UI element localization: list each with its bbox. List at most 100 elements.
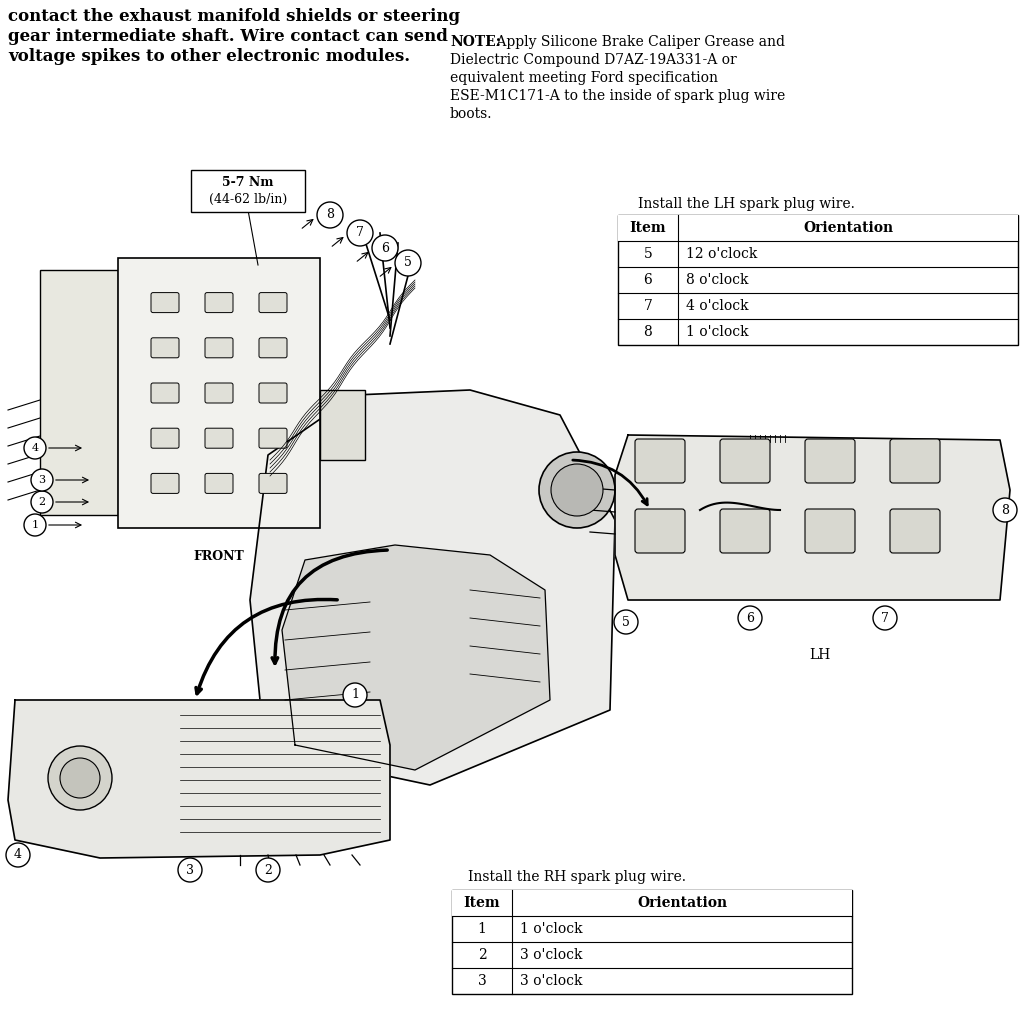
FancyBboxPatch shape — [205, 293, 233, 312]
Circle shape — [993, 498, 1017, 522]
FancyBboxPatch shape — [205, 338, 233, 357]
FancyBboxPatch shape — [151, 428, 179, 449]
Text: 6: 6 — [746, 611, 754, 625]
Circle shape — [24, 437, 46, 459]
Text: contact the exhaust manifold shields or steering: contact the exhaust manifold shields or … — [8, 8, 460, 25]
Text: 1 o'clock: 1 o'clock — [686, 325, 749, 339]
Text: 8: 8 — [326, 209, 334, 221]
FancyBboxPatch shape — [805, 439, 855, 483]
Circle shape — [395, 250, 421, 276]
Circle shape — [48, 746, 112, 810]
FancyBboxPatch shape — [259, 428, 287, 449]
Text: 3 o'clock: 3 o'clock — [520, 974, 583, 988]
Text: 7: 7 — [643, 299, 652, 313]
FancyBboxPatch shape — [635, 509, 685, 553]
Text: 8 o'clock: 8 o'clock — [686, 273, 749, 287]
Text: 1: 1 — [477, 922, 486, 936]
FancyBboxPatch shape — [259, 293, 287, 312]
Circle shape — [6, 843, 30, 867]
FancyBboxPatch shape — [151, 293, 179, 312]
Circle shape — [347, 220, 373, 246]
Circle shape — [24, 514, 46, 536]
Text: 3: 3 — [477, 974, 486, 988]
Text: 2: 2 — [264, 863, 272, 877]
Text: 6: 6 — [381, 242, 389, 255]
Circle shape — [60, 758, 100, 798]
FancyBboxPatch shape — [205, 473, 233, 494]
Text: 8: 8 — [644, 325, 652, 339]
Bar — [319, 390, 365, 460]
Text: 3 o'clock: 3 o'clock — [520, 948, 583, 962]
Text: Orientation: Orientation — [637, 896, 727, 910]
Circle shape — [31, 469, 53, 490]
FancyBboxPatch shape — [151, 383, 179, 403]
Circle shape — [539, 452, 615, 528]
FancyBboxPatch shape — [635, 439, 685, 483]
FancyBboxPatch shape — [259, 338, 287, 357]
Text: 5-7 Nm: 5-7 Nm — [222, 176, 273, 189]
Circle shape — [343, 683, 367, 707]
FancyBboxPatch shape — [191, 170, 305, 212]
Text: Item: Item — [630, 221, 667, 234]
FancyBboxPatch shape — [890, 439, 940, 483]
Circle shape — [317, 202, 343, 228]
Bar — [618, 215, 1018, 241]
Text: 7: 7 — [881, 611, 889, 625]
Text: voltage spikes to other electronic modules.: voltage spikes to other electronic modul… — [8, 48, 411, 65]
Text: FRONT: FRONT — [194, 550, 245, 563]
Text: 1: 1 — [351, 688, 359, 701]
FancyBboxPatch shape — [890, 509, 940, 553]
Text: 4: 4 — [14, 849, 22, 861]
Text: Install the RH spark plug wire.: Install the RH spark plug wire. — [468, 870, 686, 884]
Text: Dielectric Compound D7AZ-19A331-A or: Dielectric Compound D7AZ-19A331-A or — [450, 53, 736, 67]
Circle shape — [178, 858, 202, 882]
Text: 5: 5 — [404, 256, 412, 269]
Circle shape — [614, 610, 638, 634]
Bar — [452, 890, 852, 916]
Text: 3: 3 — [186, 863, 194, 877]
FancyBboxPatch shape — [205, 383, 233, 403]
Text: 1: 1 — [32, 520, 39, 530]
Text: 4: 4 — [32, 443, 39, 453]
Text: 2: 2 — [39, 497, 45, 507]
Text: 6: 6 — [644, 273, 652, 287]
Text: (44-62 lb/in): (44-62 lb/in) — [209, 193, 287, 206]
Circle shape — [256, 858, 280, 882]
Polygon shape — [615, 435, 1010, 600]
Text: 5: 5 — [644, 247, 652, 261]
FancyBboxPatch shape — [720, 509, 770, 553]
Circle shape — [372, 234, 398, 261]
Text: Item: Item — [464, 896, 501, 910]
Circle shape — [738, 606, 762, 630]
Text: 1 o'clock: 1 o'clock — [520, 922, 583, 936]
Bar — [118, 258, 319, 528]
FancyBboxPatch shape — [151, 338, 179, 357]
Text: 4 o'clock: 4 o'clock — [686, 299, 749, 313]
Text: 5: 5 — [622, 615, 630, 629]
FancyBboxPatch shape — [151, 473, 179, 494]
Text: Install the LH spark plug wire.: Install the LH spark plug wire. — [638, 197, 855, 211]
Text: 12 o'clock: 12 o'clock — [686, 247, 758, 261]
FancyBboxPatch shape — [805, 509, 855, 553]
FancyBboxPatch shape — [205, 428, 233, 449]
Polygon shape — [250, 390, 615, 785]
FancyBboxPatch shape — [720, 439, 770, 483]
Circle shape — [31, 490, 53, 513]
Text: equivalent meeting Ford specification: equivalent meeting Ford specification — [450, 71, 718, 85]
Circle shape — [551, 464, 603, 516]
Text: 2: 2 — [477, 948, 486, 962]
Polygon shape — [282, 545, 550, 770]
Text: 8: 8 — [1001, 504, 1009, 516]
Text: gear intermediate shaft. Wire contact can send: gear intermediate shaft. Wire contact ca… — [8, 28, 447, 45]
FancyBboxPatch shape — [259, 383, 287, 403]
Text: NOTE:: NOTE: — [450, 35, 501, 49]
Text: 7: 7 — [356, 226, 364, 240]
Text: LH: LH — [809, 648, 830, 662]
Polygon shape — [8, 700, 390, 858]
Text: ESE-M1C171-A to the inside of spark plug wire: ESE-M1C171-A to the inside of spark plug… — [450, 89, 785, 103]
Text: Apply Silicone Brake Caliper Grease and: Apply Silicone Brake Caliper Grease and — [492, 35, 785, 49]
Text: boots.: boots. — [450, 106, 493, 121]
Text: Orientation: Orientation — [803, 221, 893, 234]
FancyBboxPatch shape — [259, 473, 287, 494]
Text: 3: 3 — [39, 475, 45, 485]
